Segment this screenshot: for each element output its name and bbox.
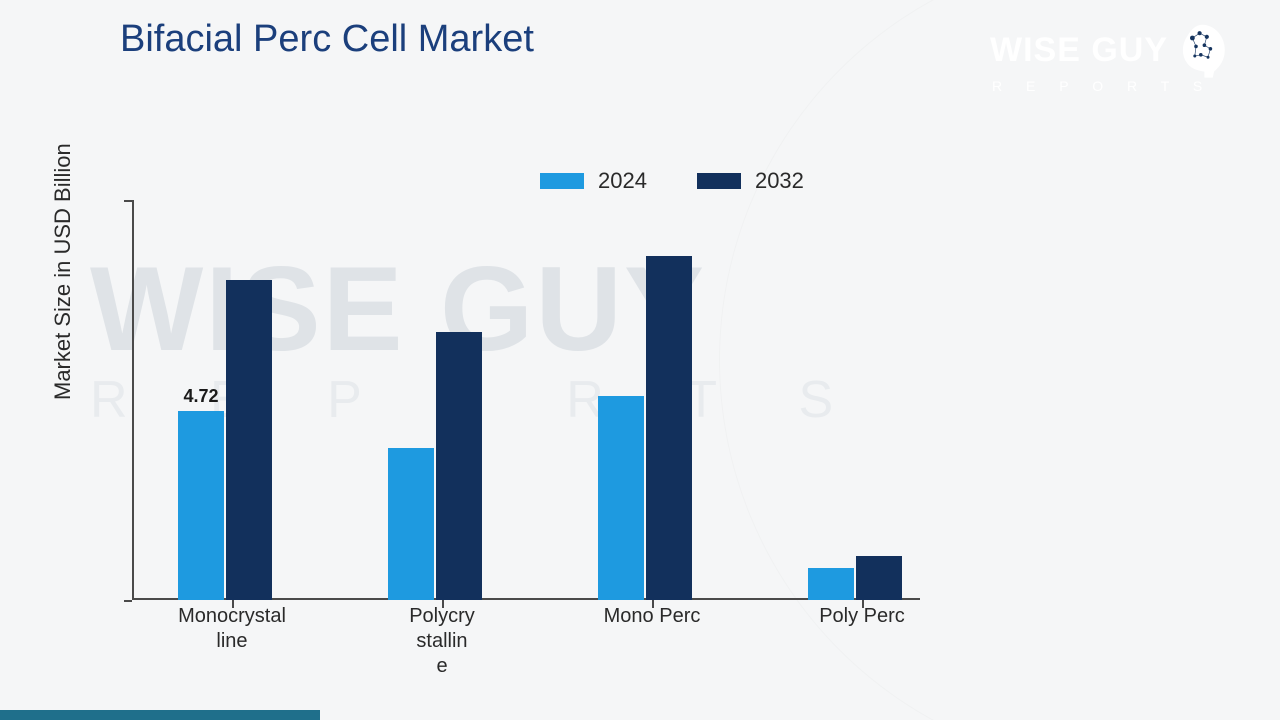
legend-swatch — [540, 173, 584, 189]
category-label: Monocrystalline — [162, 604, 302, 654]
category-label: Polycrystalline — [372, 604, 512, 679]
bar-series-b — [856, 556, 902, 600]
bar-series-b — [436, 332, 482, 600]
brand-logo: WISE GUY R E P O R T S — [990, 20, 1250, 94]
legend-item-2032: 2032 — [697, 168, 804, 194]
bar-series-b — [226, 280, 272, 600]
legend: 2024 2032 — [540, 168, 804, 194]
y-tick — [124, 200, 132, 202]
chart-plot: 4.72 — [110, 200, 920, 600]
y-tick — [124, 600, 132, 602]
legend-item-2024: 2024 — [540, 168, 647, 194]
y-axis-label: Market Size in USD Billion — [50, 143, 76, 400]
legend-label: 2032 — [755, 168, 804, 194]
category-label: Mono Perc — [582, 604, 722, 629]
legend-label: 2024 — [598, 168, 647, 194]
category-label: Poly Perc — [792, 604, 932, 629]
bar-series-a: 4.72 — [178, 411, 224, 600]
bar-series-b — [646, 256, 692, 600]
bar-value-label: 4.72 — [178, 386, 224, 411]
chart-title: Bifacial Perc Cell Market — [120, 18, 534, 61]
bar-series-a — [598, 396, 644, 600]
bars-container: 4.72 — [132, 200, 920, 600]
page-root: WISE GUY R E P O R T S WISE GUY — [0, 0, 1280, 720]
bottom-accent-bar — [0, 710, 320, 720]
brand-sub-text: R E P O R T S — [990, 78, 1250, 94]
brand-main-text: WISE GUY — [990, 31, 1168, 70]
bar-series-a — [388, 448, 434, 600]
legend-swatch — [697, 173, 741, 189]
bar-series-a — [808, 568, 854, 600]
brand-head-icon — [1172, 20, 1232, 80]
